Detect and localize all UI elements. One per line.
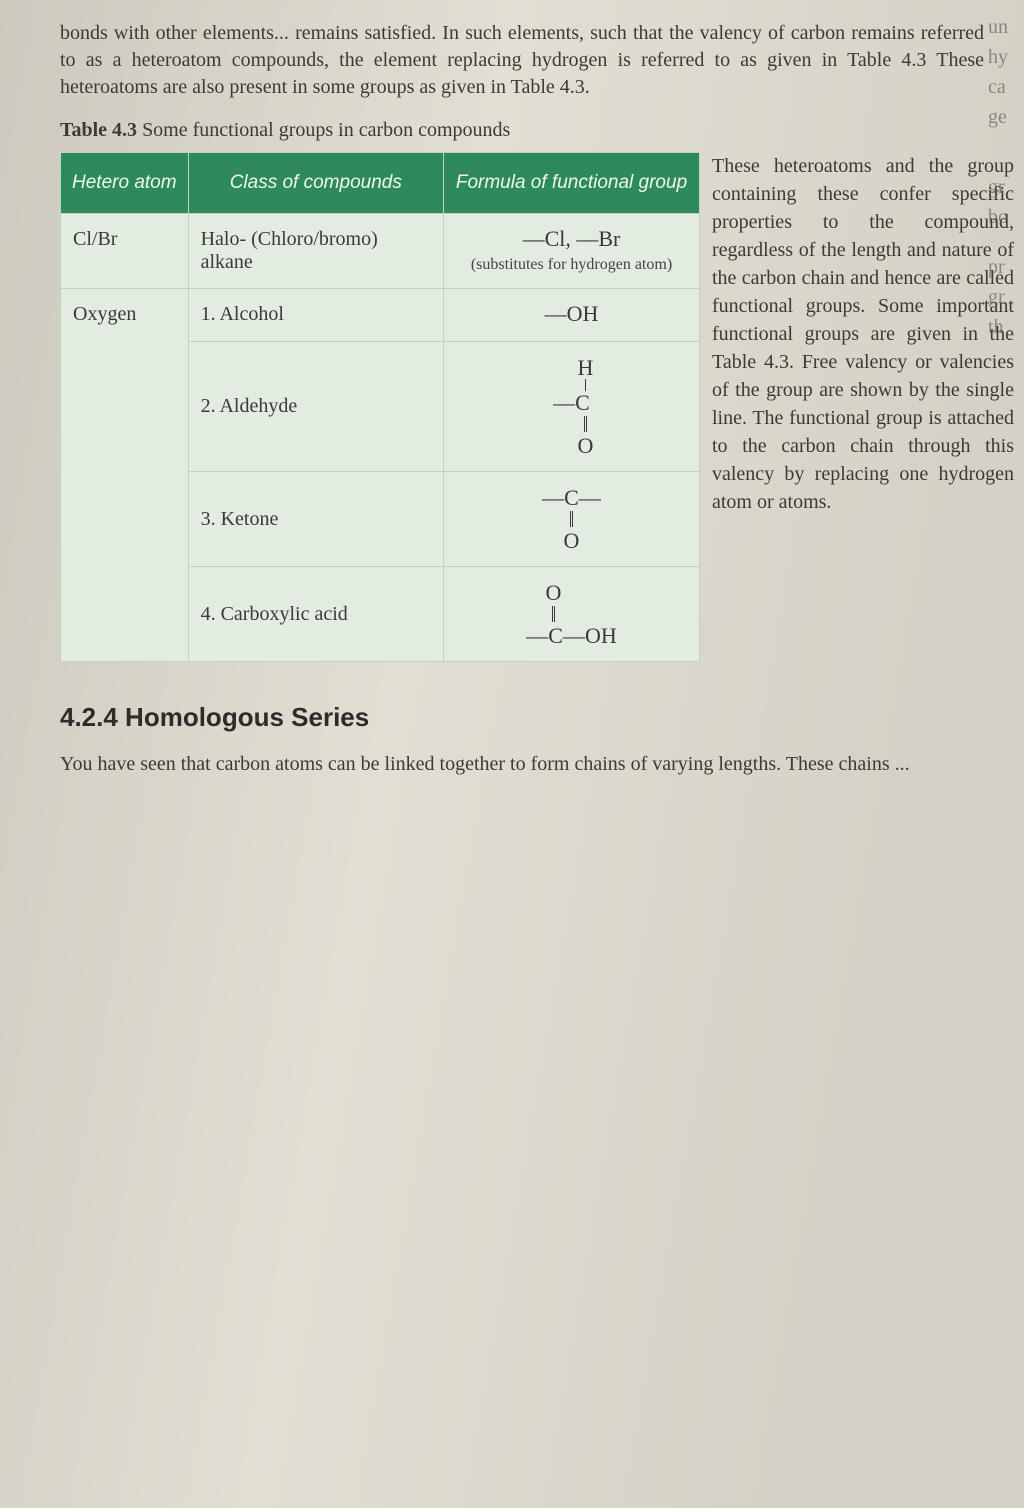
cell-class: Halo- (Chloro/bromo) alkane (188, 213, 443, 288)
cell-class: 2. Aldehyde (188, 341, 443, 471)
cell-formula: O —C—OH (443, 567, 699, 662)
table-row: Oxygen 1. Alcohol —OH (61, 288, 700, 341)
table-header-row: Hetero atom Class of compounds Formula o… (61, 153, 700, 214)
edge-frag: ca (988, 72, 1024, 102)
cell-formula: H —C O (443, 341, 699, 471)
cell-class: 3. Ketone (188, 472, 443, 567)
chem-part: H (578, 356, 594, 379)
section-title: 4.2.4 Homologous Series (60, 702, 1024, 733)
double-bond-icon (552, 606, 555, 622)
col-formula: Formula of functional group (443, 153, 699, 214)
chem-part: —C (553, 391, 590, 414)
edge-frag: hy (988, 42, 1024, 72)
table-caption: Table 4.3 Some functional groups in carb… (60, 119, 1024, 142)
edge-frag: ge (988, 102, 1024, 132)
edge-frag: gr (988, 282, 1024, 312)
functional-groups-table: Hetero atom Class of compounds Formula o… (60, 152, 700, 662)
functional-groups-table-wrap: Hetero atom Class of compounds Formula o… (60, 152, 700, 662)
table-title: Some functional groups in carbon compoun… (137, 119, 510, 141)
edge-frag: th (988, 312, 1024, 342)
table-number: Table 4.3 (60, 119, 137, 141)
col-hetero-atom: Hetero atom (61, 153, 189, 214)
intro-line: compounds, the element replacing hydroge… (232, 49, 927, 71)
formula-alcohol: —OH (545, 303, 599, 325)
cell-formula: —C— O (443, 472, 699, 567)
chem-part: —C—OH (526, 624, 616, 647)
intro-line: remains satisfied. In such (295, 22, 502, 44)
chem-part: O (578, 434, 594, 457)
formula-halo: —Cl, —Br (523, 228, 621, 250)
cell-hetero: Oxygen (61, 288, 189, 662)
page: bonds with other elements... remains sat… (0, 0, 1024, 1508)
double-bond-icon (584, 416, 587, 432)
side-paragraph: These heteroatoms and the group containi… (700, 152, 1024, 516)
cell-class: 4. Carboxylic acid (188, 567, 443, 662)
edge-frag: un (988, 12, 1024, 42)
formula-halo-note: (substitutes for hydrogen atom) (456, 256, 687, 274)
intro-paragraph: bonds with other elements... remains sat… (60, 20, 1024, 101)
chem-part (585, 379, 586, 391)
edge-frag: bo (988, 202, 1024, 232)
cell-formula: —OH (443, 288, 699, 341)
cell-class: 1. Alcohol (188, 288, 443, 341)
cell-hetero: Cl/Br (61, 213, 189, 288)
formula-ketone: —C— O (542, 486, 601, 552)
chem-part: O (564, 529, 580, 552)
formula-aldehyde: H —C O (553, 356, 590, 457)
chem-part: O (546, 581, 562, 604)
cell-formula: —Cl, —Br (substitutes for hydrogen atom) (443, 213, 699, 288)
content-row: Hetero atom Class of compounds Formula o… (60, 152, 1024, 662)
col-class-compounds: Class of compounds (188, 153, 443, 214)
double-bond-icon (570, 511, 573, 527)
chem-part: —C— (542, 486, 601, 509)
table-row: Cl/Br Halo- (Chloro/bromo) alkane —Cl, —… (61, 213, 700, 288)
outro-paragraph: You have seen that carbon atoms can be l… (60, 751, 1024, 778)
edge-frag: pr (988, 252, 1024, 282)
formula-carboxylic: O —C—OH (526, 581, 616, 647)
edge-frag: gr (988, 172, 1024, 202)
intro-line: bonds with other elements... (60, 22, 289, 44)
page-edge-cut-text: un hy ca ge gr bo pr gr th (988, 0, 1024, 342)
